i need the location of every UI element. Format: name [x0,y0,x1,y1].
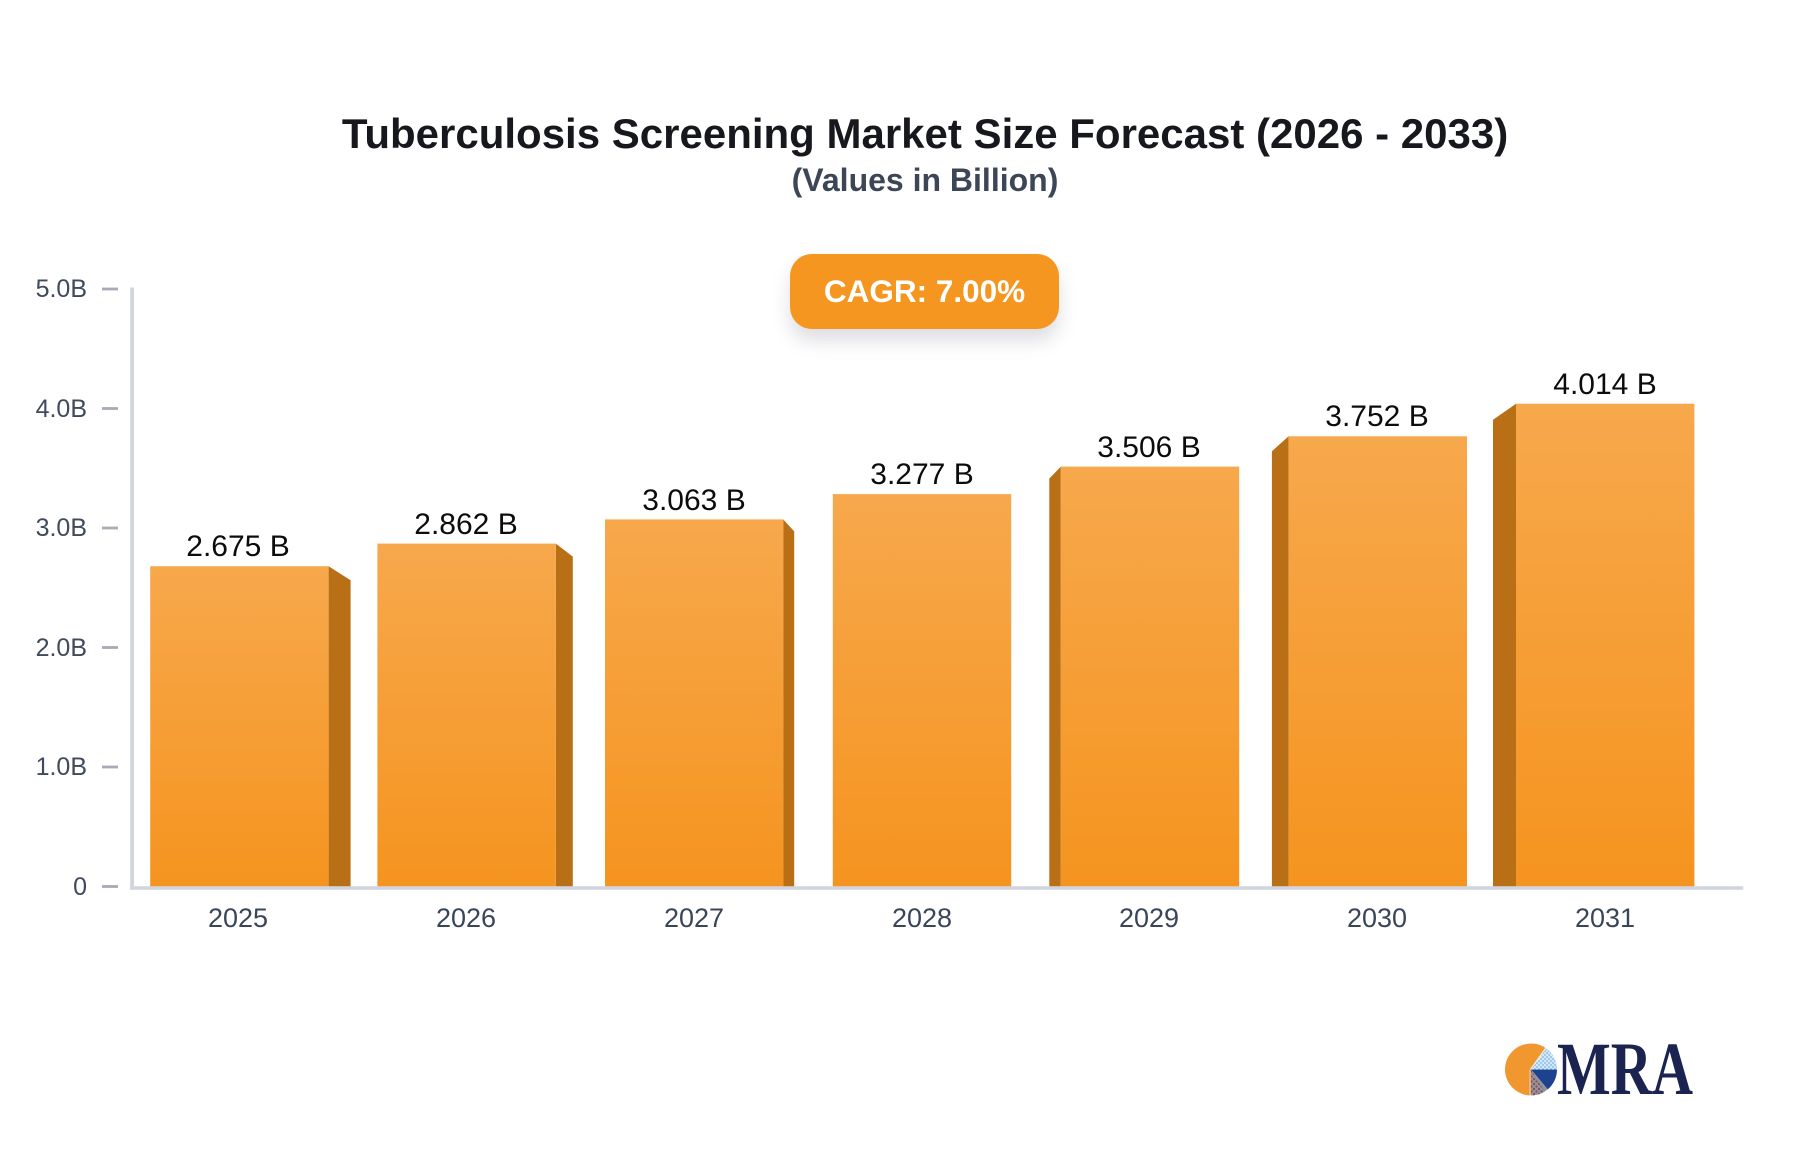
svg-text:MRA: MRA [1557,1028,1693,1111]
